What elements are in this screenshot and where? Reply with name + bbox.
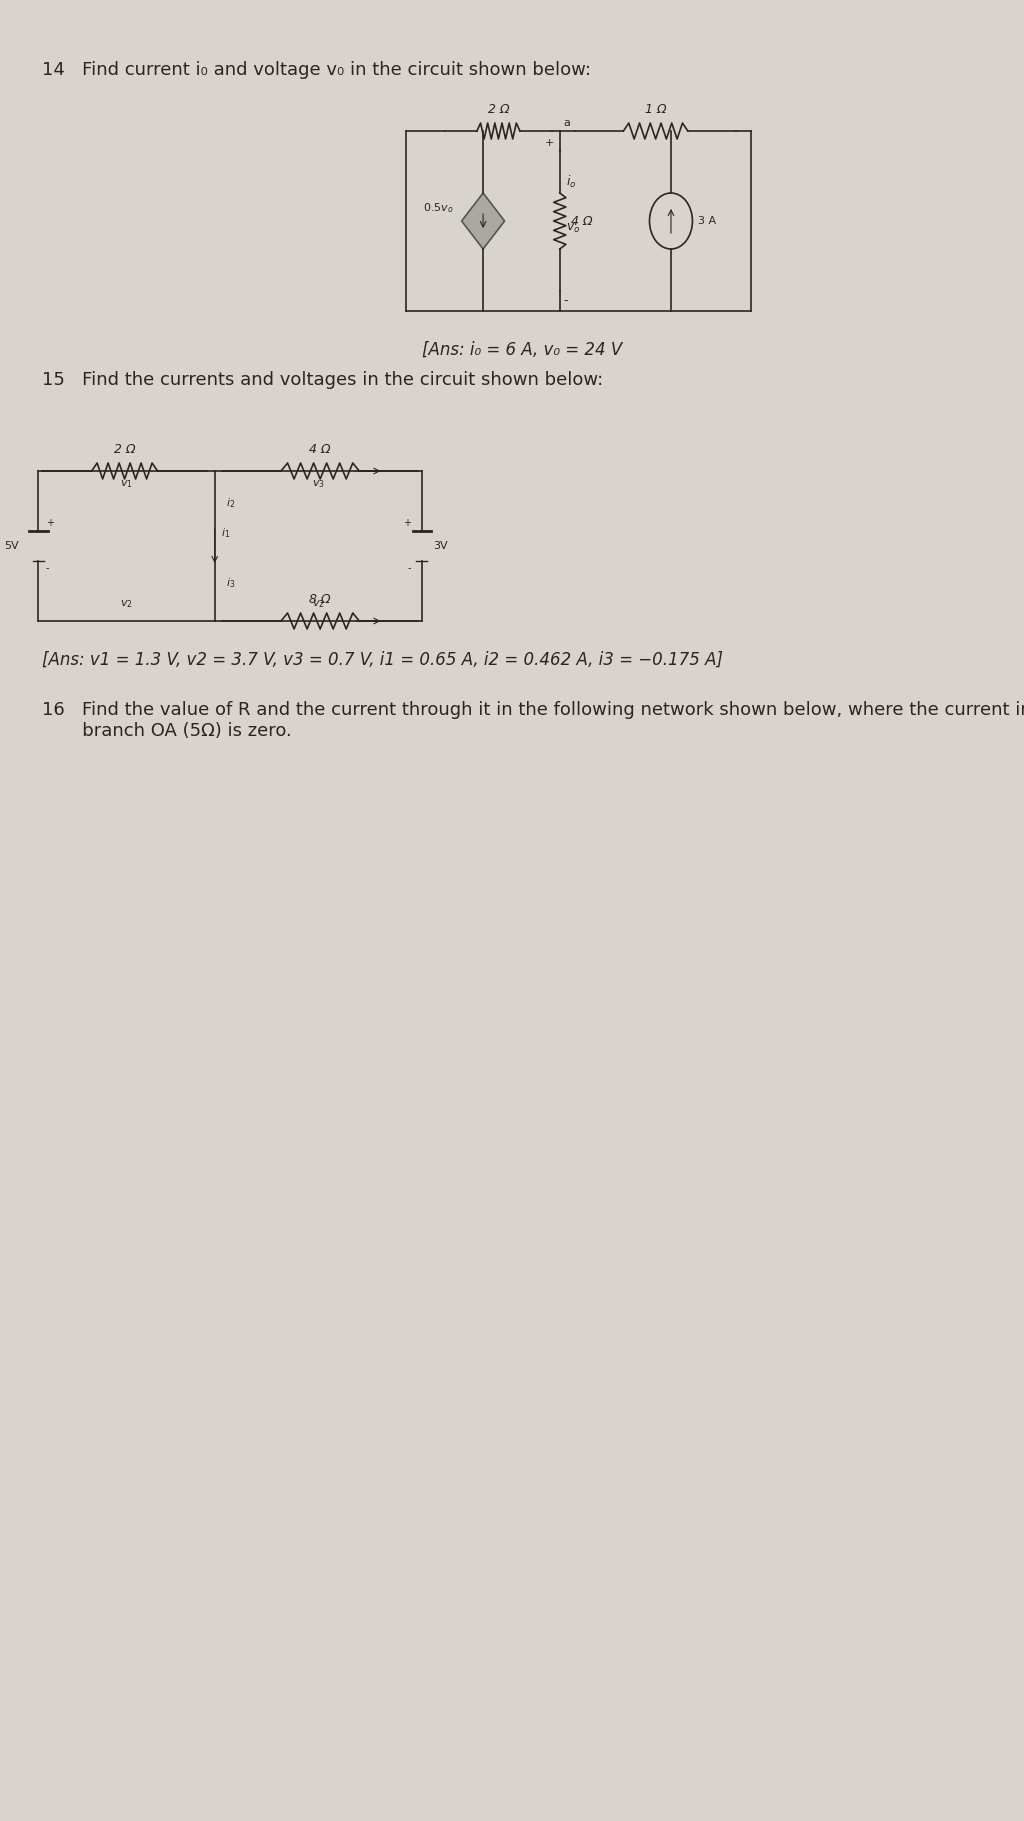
Text: $i_3$: $i_3$ (226, 575, 236, 590)
Text: $v_2$: $v_2$ (120, 597, 133, 610)
Text: $v_1$: $v_1$ (120, 477, 133, 490)
Text: 14   Find current i₀ and voltage v₀ in the circuit shown below:: 14 Find current i₀ and voltage v₀ in the… (42, 60, 591, 78)
Text: $0.5v_o$: $0.5v_o$ (423, 200, 454, 215)
Text: $v_2$: $v_2$ (312, 597, 325, 610)
Polygon shape (462, 193, 505, 249)
Text: $i_o$: $i_o$ (566, 175, 577, 189)
Text: +: + (46, 517, 54, 528)
Text: 3 A: 3 A (697, 217, 716, 226)
Text: 8 Ω: 8 Ω (309, 594, 331, 606)
Text: +: + (545, 138, 554, 148)
Text: 2 Ω: 2 Ω (114, 443, 135, 455)
Text: $v_o$: $v_o$ (566, 222, 581, 235)
Text: [Ans: v1 = 1.3 V, v2 = 3.7 V, v3 = 0.7 V, i1 = 0.65 A, i2 = 0.462 A, i3 = −0.175: [Ans: v1 = 1.3 V, v2 = 3.7 V, v3 = 0.7 V… (42, 650, 723, 668)
Text: 16   Find the value of R and the current through it in the following network sho: 16 Find the value of R and the current t… (42, 701, 1024, 739)
Text: 4 Ω: 4 Ω (309, 443, 331, 455)
Text: -: - (408, 563, 412, 574)
Text: 3V: 3V (433, 541, 447, 552)
Text: 5V: 5V (4, 541, 19, 552)
Text: [Ans: i₀ = 6 A, v₀ = 24 V: [Ans: i₀ = 6 A, v₀ = 24 V (422, 341, 622, 359)
Text: 15   Find the currents and voltages in the circuit shown below:: 15 Find the currents and voltages in the… (42, 371, 603, 390)
Text: $v_3$: $v_3$ (312, 477, 325, 490)
Text: -: - (46, 563, 49, 574)
Text: 1 Ω: 1 Ω (645, 104, 667, 117)
Text: +: + (402, 517, 411, 528)
Text: a: a (563, 118, 570, 127)
Text: 2 Ω: 2 Ω (487, 104, 509, 117)
Text: -: - (563, 293, 568, 308)
Text: 4 Ω: 4 Ω (571, 215, 593, 228)
Text: $i_2$: $i_2$ (226, 495, 236, 510)
Text: $i_1$: $i_1$ (221, 526, 230, 539)
